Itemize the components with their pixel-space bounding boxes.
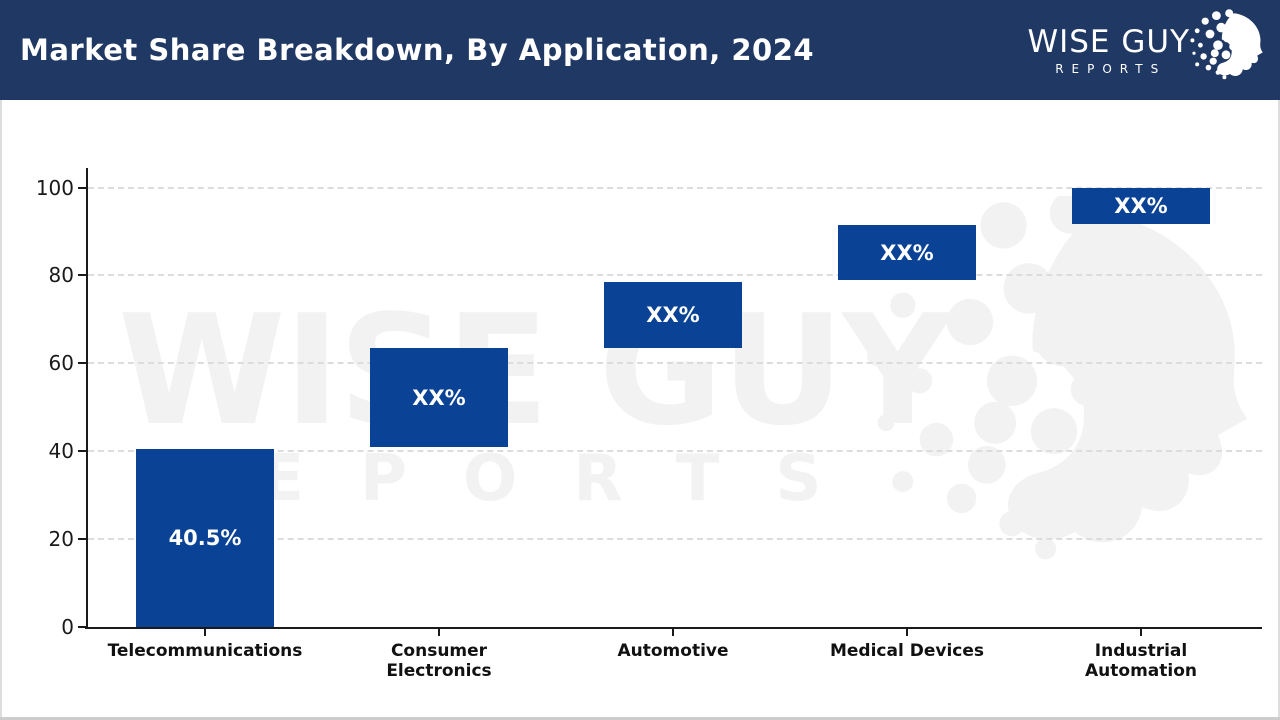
bar: XX% [838,225,976,280]
page-title: Market Share Breakdown, By Application, … [20,33,815,67]
gridline [88,362,1262,365]
x-tick-label: Automotive [617,641,729,661]
x-tick-label: Consumer Electronics [386,641,492,682]
brand-face-icon [1190,9,1263,80]
x-tick-label: Industrial Automation [1085,641,1197,682]
frame-edge-bottom [0,717,1280,720]
brand-text: WISE GUY REPORTS [1027,24,1190,76]
y-tick-mark [78,362,86,365]
brand-name: WISE GUY [1027,24,1190,60]
watermark-wordmark-line1: WISE GUY [118,282,953,459]
x-tick-mark [204,629,206,636]
y-tick-mark [78,274,86,277]
y-tick-label: 20 [48,527,74,552]
x-tick-mark [672,629,674,636]
x-tick-mark [906,629,908,636]
x-tick-mark [1140,629,1142,636]
y-axis-line [86,168,88,629]
brand-subname: REPORTS [1055,62,1167,76]
y-tick-mark [78,538,86,541]
y-tick-label: 40 [48,439,74,464]
x-tick-label: Telecommunications [107,641,303,661]
bar: XX% [1072,187,1210,225]
y-tick-label: 0 [61,615,74,639]
bar: XX% [370,348,508,447]
y-tick-mark [78,626,86,628]
frame-edge-left [0,100,2,720]
bar-value-label: XX% [646,302,700,327]
bar-value-label: 40.5% [168,526,242,550]
gridline [88,450,1262,453]
bar-value-label: XX% [1114,194,1168,219]
gridline [88,186,1262,189]
gridline [88,538,1262,541]
brand-logo: WISE GUY REPORTS [1027,6,1266,94]
bar-value-label: XX% [880,240,934,265]
bar: 40.5% [136,449,274,627]
x-tick-mark [438,629,440,636]
bar-value-label: XX% [412,385,466,410]
y-tick-mark [78,450,86,453]
header-bar: Market Share Breakdown, By Application, … [0,0,1280,100]
frame-edge-right [1278,100,1280,720]
y-tick-label: 100 [35,175,74,200]
y-tick-label: 60 [48,351,74,376]
bar: XX% [604,281,742,348]
y-tick-mark [78,186,86,189]
x-axis-line [85,627,1262,629]
x-tick-label: Medical Devices [829,641,984,661]
y-tick-label: 80 [48,263,74,288]
gridline [88,274,1262,277]
